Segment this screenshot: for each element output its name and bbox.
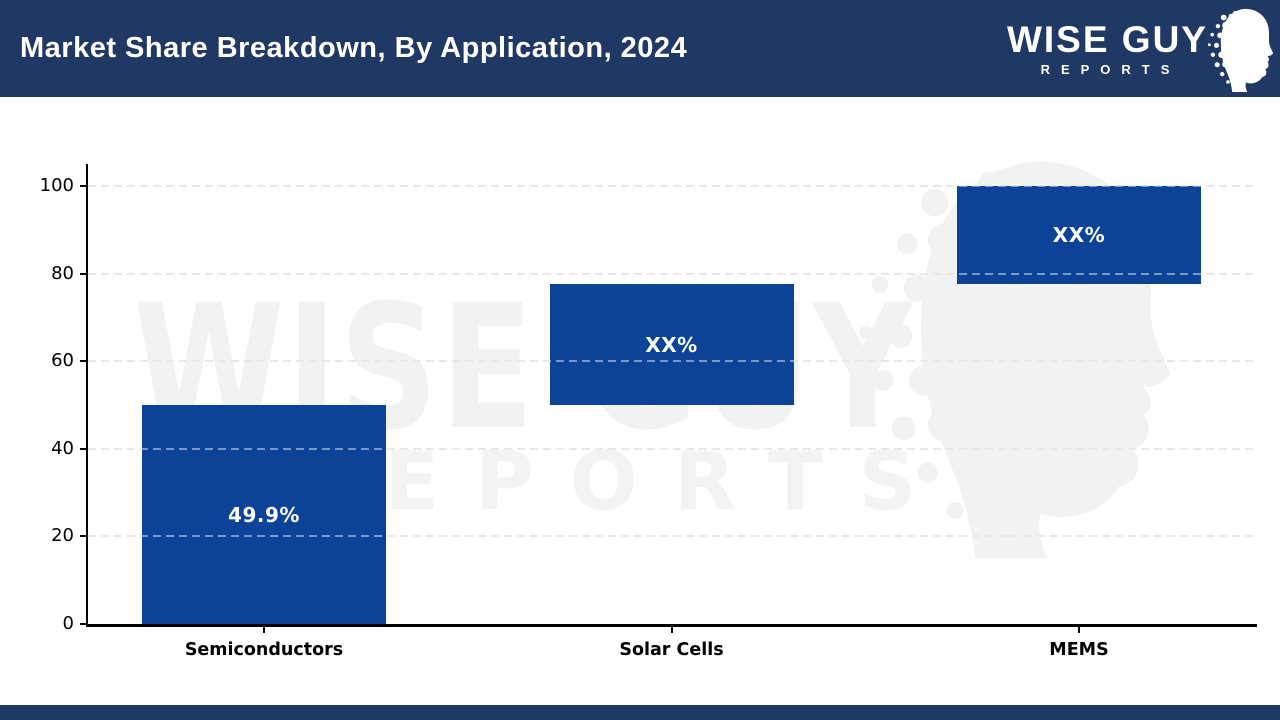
watermark-subtitle: REPORTS <box>287 435 953 528</box>
gridline-overlay <box>88 447 1255 450</box>
y-axis-tick <box>80 360 88 363</box>
logo-text: WISE GUY REPORTS <box>1006 19 1208 78</box>
y-axis-tick-label: 60 <box>51 350 74 372</box>
x-axis-label-mems: MEMS <box>1049 640 1109 660</box>
y-axis-tick <box>80 535 88 538</box>
gridline <box>88 447 1255 450</box>
logo-subtitle: REPORTS <box>1040 62 1181 77</box>
gridline-overlay <box>88 360 1255 363</box>
gridline <box>88 272 1255 275</box>
logo-face-icon <box>1202 6 1274 92</box>
y-axis-tick-label: 80 <box>51 262 74 284</box>
bar-value-label: 49.9% <box>228 502 300 527</box>
bar-mems: XX% <box>957 186 1201 284</box>
x-axis-tick <box>1078 627 1080 633</box>
y-axis-tick-label: 20 <box>51 525 74 547</box>
y-axis-line <box>86 164 88 627</box>
x-axis-tick <box>263 627 265 633</box>
bar-value-label: XX% <box>1052 222 1106 247</box>
x-axis-line <box>86 624 1257 627</box>
bar-semiconductors: 49.9% <box>142 405 386 624</box>
y-axis-tick <box>80 272 88 275</box>
x-axis-label-semiconductors: Semiconductors <box>184 640 344 660</box>
y-axis-tick-label: 0 <box>62 613 74 634</box>
wise-guy-logo: WISE GUY REPORTS <box>1007 4 1274 94</box>
y-axis-tick-label: 100 <box>39 175 74 196</box>
x-axis-label-solar-cells: Solar Cells <box>619 640 724 660</box>
gridline-overlay <box>88 535 1255 538</box>
bar-value-label: XX% <box>645 332 698 357</box>
y-axis-tick <box>80 623 88 625</box>
page-title: Market Share Breakdown, By Application, … <box>20 32 688 64</box>
x-axis-tick <box>670 627 673 633</box>
footer-bar <box>0 705 1280 720</box>
y-axis-tick <box>80 447 88 450</box>
logo-wordmark: WISE GUY <box>1006 19 1208 60</box>
header: Market Share Breakdown, By Application, … <box>0 0 1280 97</box>
y-axis-tick <box>80 185 88 187</box>
gridline <box>88 185 1255 187</box>
y-axis-tick-label: 40 <box>51 437 74 459</box>
bar-solar-cells: XX% <box>549 283 794 406</box>
gridline <box>88 535 1255 538</box>
gridline-overlay <box>88 272 1255 275</box>
gridline-overlay <box>88 185 1255 187</box>
